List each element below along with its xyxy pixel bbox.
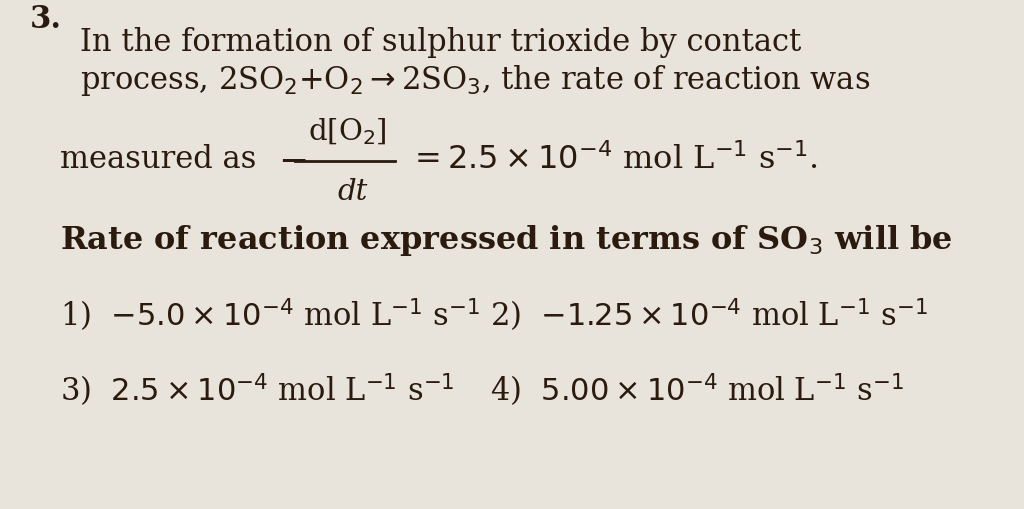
Text: $-$: $-$ bbox=[278, 143, 306, 177]
Text: 3.: 3. bbox=[30, 5, 62, 36]
Text: process, 2SO$_2$+O$_2$$\rightarrow$2SO$_3$, the rate of reaction was: process, 2SO$_2$+O$_2$$\rightarrow$2SO$_… bbox=[80, 63, 870, 97]
Text: 3)  $2.5\times10^{-4}$ mol L$^{-1}$ s$^{-1}$: 3) $2.5\times10^{-4}$ mol L$^{-1}$ s$^{-… bbox=[60, 371, 455, 408]
Text: In the formation of sulphur trioxide by contact: In the formation of sulphur trioxide by … bbox=[80, 26, 801, 58]
Text: $= 2.5 \times 10^{-4}$ mol L$^{-1}$ s$^{-1}$.: $= 2.5 \times 10^{-4}$ mol L$^{-1}$ s$^{… bbox=[408, 144, 818, 176]
Text: 2)  $-1.25\times10^{-4}$ mol L$^{-1}$ s$^{-1}$: 2) $-1.25\times10^{-4}$ mol L$^{-1}$ s$^… bbox=[490, 296, 928, 333]
Text: d[O$_2$]: d[O$_2$] bbox=[308, 117, 387, 147]
Text: Rate of reaction expressed in terms of SO$_3$ will be: Rate of reaction expressed in terms of S… bbox=[60, 222, 952, 257]
Text: dt: dt bbox=[337, 178, 368, 206]
Text: 1)  $-5.0\times10^{-4}$ mol L$^{-1}$ s$^{-1}$: 1) $-5.0\times10^{-4}$ mol L$^{-1}$ s$^{… bbox=[60, 296, 480, 333]
Text: 4)  $5.00\times10^{-4}$ mol L$^{-1}$ s$^{-1}$: 4) $5.00\times10^{-4}$ mol L$^{-1}$ s$^{… bbox=[490, 371, 904, 408]
Text: measured as: measured as bbox=[60, 144, 256, 175]
